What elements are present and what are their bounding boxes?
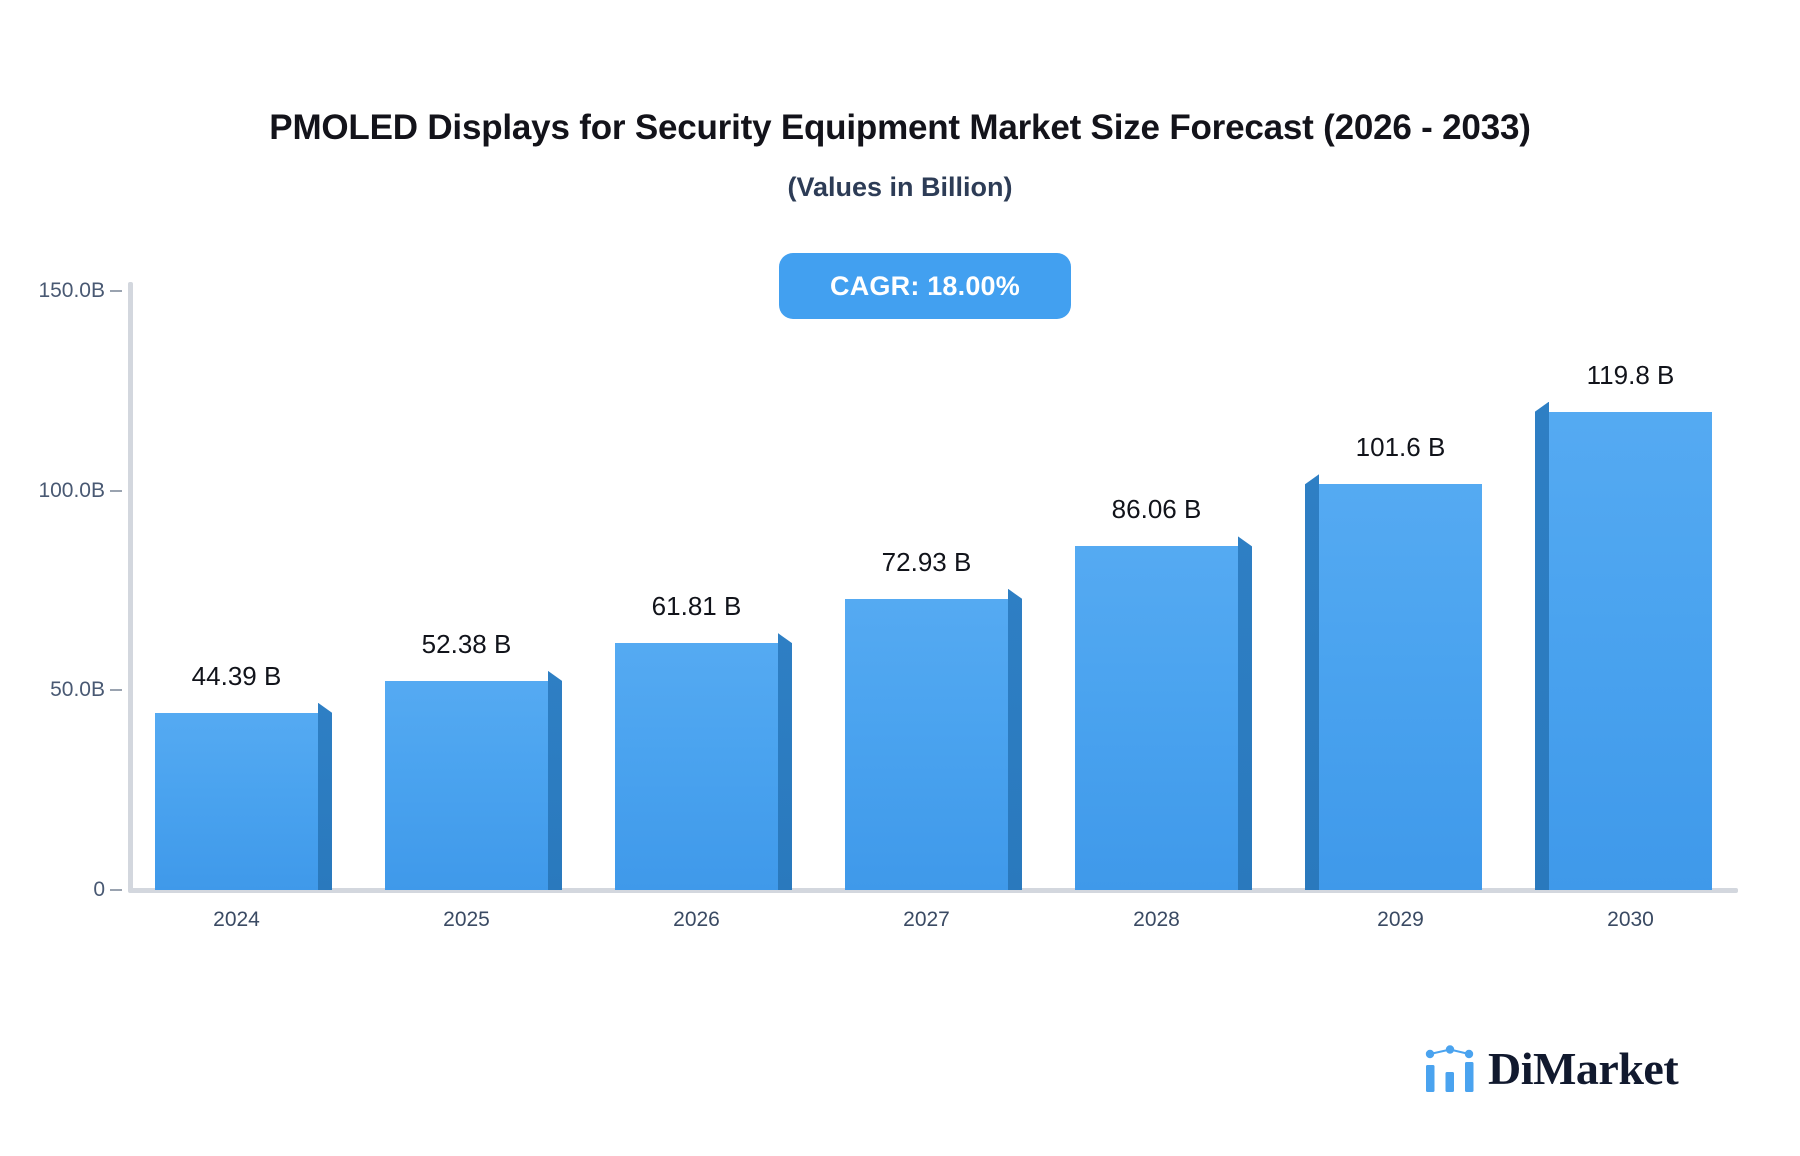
cagr-badge-label: CAGR: 18.00% xyxy=(830,270,1020,301)
chart-title: PMOLED Displays for Security Equipment M… xyxy=(269,108,1531,147)
bar-2030[interactable] xyxy=(1549,411,1712,890)
bar-value-label-2025: 52.38 B xyxy=(421,628,512,659)
x-axis-label-2027: 2027 xyxy=(903,908,950,931)
bar-2028[interactable] xyxy=(1075,546,1238,890)
bar-2024[interactable] xyxy=(155,712,318,890)
y-axis-label-0: 0 xyxy=(93,878,105,901)
y-axis-tick-150 xyxy=(110,290,122,292)
bar-side-2026 xyxy=(778,633,792,890)
bar-side-2025 xyxy=(548,670,562,890)
bar-side-2027 xyxy=(1008,588,1022,890)
bar-value-label-2027: 72.93 B xyxy=(881,546,972,577)
chart-subtitle: (Values in Billion) xyxy=(787,172,1013,202)
x-axis-label-2028: 2028 xyxy=(1133,908,1180,931)
y-axis-label-150: 150.0B xyxy=(38,279,105,302)
x-axis-label-2025: 2025 xyxy=(443,908,490,931)
bar-value-label-2030: 119.8 B xyxy=(1586,359,1675,390)
y-axis-line xyxy=(128,282,133,892)
bar-2025[interactable] xyxy=(385,680,548,890)
bar-value-label-2029: 101.6 B xyxy=(1355,432,1446,463)
bar-side-2024 xyxy=(318,702,332,890)
bar-side-2030 xyxy=(1535,401,1549,890)
logo-text: DiMarket xyxy=(1488,1043,1679,1094)
x-axis-label-2024: 2024 xyxy=(213,908,260,931)
bar-value-label-2028: 86.06 B xyxy=(1111,494,1202,525)
y-axis-tick-100 xyxy=(110,489,122,492)
x-axis-line xyxy=(128,888,1738,893)
bar-2027[interactable] xyxy=(845,598,1008,890)
cagr-badge: CAGR: 18.00% xyxy=(779,253,1071,319)
dimarket-logo: DiMarket xyxy=(1424,1043,1679,1094)
x-axis-label-2029: 2029 xyxy=(1377,908,1424,931)
bar-value-label-2024: 44.39 B xyxy=(191,660,282,691)
y-axis-tick-50 xyxy=(110,689,122,692)
x-axis-label-2026: 2026 xyxy=(673,908,720,931)
y-axis-label-50: 50.0B xyxy=(50,678,105,702)
bar-value-label-2026: 61.81 B xyxy=(651,591,742,622)
x-axis-label-2030: 2030 xyxy=(1607,908,1654,931)
bar-2029[interactable] xyxy=(1319,484,1482,890)
y-axis-tick-0 xyxy=(110,889,122,891)
y-axis-label-100: 100.0B xyxy=(38,478,105,502)
bar-chart-logo-icon xyxy=(1425,1045,1474,1092)
bar-side-2028 xyxy=(1238,536,1252,890)
bar-side-2029 xyxy=(1305,474,1319,890)
bar-2026[interactable] xyxy=(615,643,778,890)
